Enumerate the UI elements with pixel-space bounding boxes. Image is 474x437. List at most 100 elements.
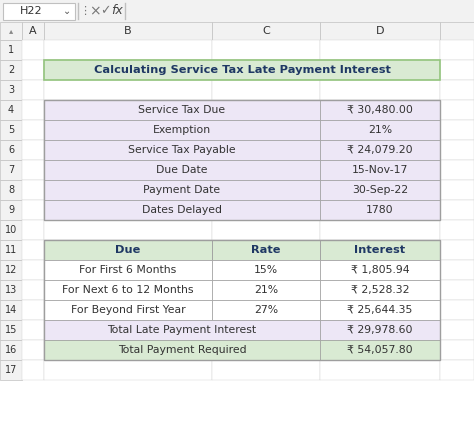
Text: A: A [29,26,37,36]
Bar [320,280,440,300]
Text: 3: 3 [8,85,14,95]
Bar [44,60,440,80]
Bar [320,200,440,220]
Bar [0,0,474,22]
Bar [320,300,440,320]
Text: 1: 1 [8,45,14,55]
Bar [0,40,22,60]
Bar [440,60,474,80]
Bar [22,40,44,60]
Bar [22,120,44,140]
Bar [0,22,22,40]
Bar [44,280,212,300]
Bar [440,340,474,360]
Text: 16: 16 [5,345,17,355]
Text: ₹ 30,480.00: ₹ 30,480.00 [347,105,413,115]
Bar [44,240,440,360]
Bar [320,320,440,340]
Bar [44,300,212,320]
Text: Due Date: Due Date [156,165,208,175]
Bar [440,280,474,300]
Bar [44,240,212,260]
Bar [22,320,44,340]
Bar [440,80,474,100]
Bar [320,160,440,180]
Bar [0,280,22,300]
Bar [320,280,440,300]
Text: 21%: 21% [254,285,278,295]
Bar [44,160,320,180]
Text: For First 6 Months: For First 6 Months [79,265,177,275]
Text: Total Payment Required: Total Payment Required [118,345,246,355]
Bar [212,320,320,340]
Bar [212,100,320,120]
Text: 14: 14 [5,305,17,315]
Text: 13: 13 [5,285,17,295]
Bar [440,220,474,240]
Bar [320,340,440,360]
Bar [22,200,44,220]
Bar [440,140,474,160]
Text: 30-Sep-22: 30-Sep-22 [352,185,408,195]
Bar [0,300,22,320]
Bar [0,220,22,240]
Text: Interest: Interest [355,245,406,255]
Text: 12: 12 [5,265,17,275]
Bar [440,120,474,140]
Bar [320,140,440,160]
Bar [22,140,44,160]
Bar [44,320,320,340]
Bar [212,260,320,280]
Bar [0,200,22,220]
Bar [44,60,212,80]
Bar [440,40,474,60]
Bar [212,140,320,160]
Bar [440,160,474,180]
Text: fx: fx [111,4,123,17]
Bar [44,260,212,280]
Bar [212,160,320,180]
Text: ₹ 29,978.60: ₹ 29,978.60 [347,325,413,335]
Bar [212,40,320,60]
Bar [44,320,212,340]
Text: ₹ 1,805.94: ₹ 1,805.94 [351,265,410,275]
Bar [212,60,320,80]
Text: Exemption: Exemption [153,125,211,135]
Bar [44,120,320,140]
Text: 2: 2 [8,65,14,75]
Text: ⌄: ⌄ [63,7,71,17]
Bar [320,60,440,80]
Bar [22,220,44,240]
Bar [44,260,212,280]
Bar [320,220,440,240]
Text: ⋮: ⋮ [80,6,91,16]
Bar [212,340,320,360]
Bar [0,320,22,340]
Bar [44,100,440,220]
Bar [22,100,44,120]
Bar [22,60,44,80]
Text: ×: × [89,4,101,18]
Bar [212,120,320,140]
Bar [212,180,320,200]
Bar [44,140,320,160]
Bar [320,360,440,380]
Text: ▴: ▴ [9,27,13,35]
Text: 1780: 1780 [366,205,394,215]
Text: 4: 4 [8,105,14,115]
Text: 10: 10 [5,225,17,235]
Bar [0,160,22,180]
Text: Service Tax Payable: Service Tax Payable [128,145,236,155]
Bar [44,240,212,260]
Bar [44,340,320,360]
Text: Service Tax Due: Service Tax Due [138,105,226,115]
Bar [320,40,440,60]
Text: For Beyond First Year: For Beyond First Year [71,305,185,315]
Bar [320,180,440,200]
Bar [320,100,440,120]
Bar [212,280,320,300]
Bar [44,280,212,300]
Bar [0,340,22,360]
Text: 17: 17 [5,365,17,375]
Text: For Next 6 to 12 Months: For Next 6 to 12 Months [62,285,194,295]
